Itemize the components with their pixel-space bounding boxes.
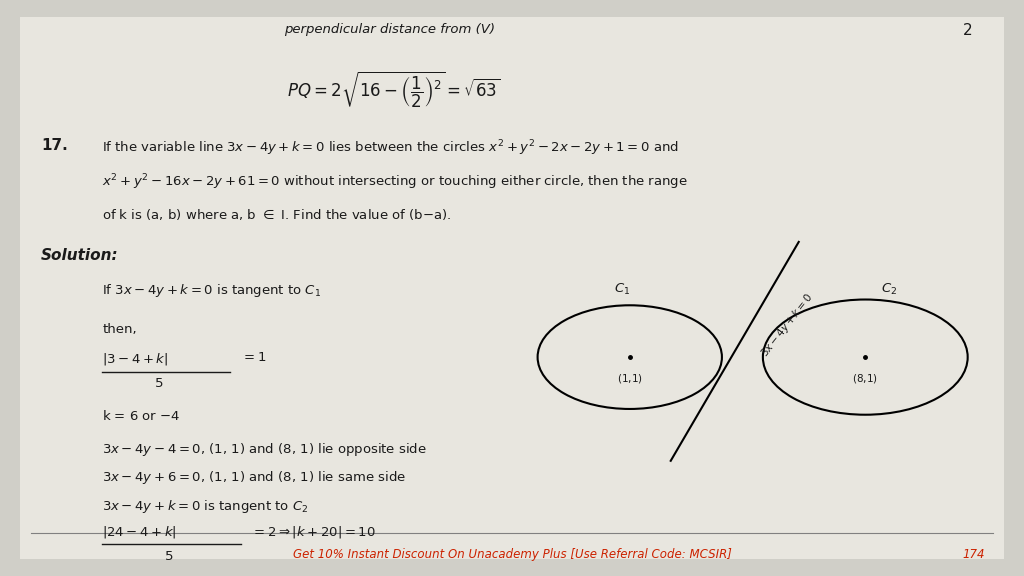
Text: $C_2$: $C_2$ xyxy=(881,282,897,297)
Text: $C_1$: $C_1$ xyxy=(614,282,631,297)
Text: $3x-4y+6=0$, (1, 1) and (8, 1) lie same side: $3x-4y+6=0$, (1, 1) and (8, 1) lie same … xyxy=(102,469,407,487)
Text: $= 2 \Rightarrow |k+20| = 10$: $= 2 \Rightarrow |k+20| = 10$ xyxy=(251,524,376,540)
Text: $PQ = 2\sqrt{16-\left(\dfrac{1}{2}\right)^2} = \sqrt{63}$: $PQ = 2\sqrt{16-\left(\dfrac{1}{2}\right… xyxy=(287,69,501,109)
Text: 2: 2 xyxy=(964,23,973,38)
Text: $(1,\!1)$: $(1,\!1)$ xyxy=(616,372,643,385)
Text: 17.: 17. xyxy=(41,138,68,153)
Text: k = 6 or $-$4: k = 6 or $-$4 xyxy=(102,409,181,423)
Text: of k is (a, b) where a, b $\in$ I. Find the value of (b$-$a).: of k is (a, b) where a, b $\in$ I. Find … xyxy=(102,207,452,222)
Text: then,: then, xyxy=(102,323,137,336)
Text: $3x-4y+k=0$: $3x-4y+k=0$ xyxy=(758,290,816,361)
Text: $= 1$: $= 1$ xyxy=(241,351,266,365)
Text: perpendicular distance from (V): perpendicular distance from (V) xyxy=(284,23,495,36)
Text: Get 10% Instant Discount On Unacademy Plus [Use Referral Code: MCSIR]: Get 10% Instant Discount On Unacademy Pl… xyxy=(293,548,731,560)
Text: $|24-4+k|$: $|24-4+k|$ xyxy=(102,524,177,540)
Text: $(8,\!1)$: $(8,\!1)$ xyxy=(852,372,879,385)
Text: If $3x-4y+k=0$ is tangent to $C_1$: If $3x-4y+k=0$ is tangent to $C_1$ xyxy=(102,282,322,300)
Text: 5: 5 xyxy=(155,377,163,391)
Text: Solution:: Solution: xyxy=(41,248,119,263)
Text: 5: 5 xyxy=(165,550,173,563)
Text: $|3-4+k|$: $|3-4+k|$ xyxy=(102,351,169,367)
Text: If the variable line $3x-4y+k=0$ lies between the circles $x^2+y^2-2x-2y+1=0$ an: If the variable line $3x-4y+k=0$ lies be… xyxy=(102,138,679,158)
Text: 174: 174 xyxy=(963,548,985,560)
Text: $x^2+y^2-16x-2y+61=0$ without intersecting or touching either circle, then the r: $x^2+y^2-16x-2y+61=0$ without intersecti… xyxy=(102,173,688,192)
Text: $3x-4y+k=0$ is tangent to $C_2$: $3x-4y+k=0$ is tangent to $C_2$ xyxy=(102,498,308,516)
FancyBboxPatch shape xyxy=(20,17,1004,559)
Text: $3x-4y-4=0$, (1, 1) and (8, 1) lie opposite side: $3x-4y-4=0$, (1, 1) and (8, 1) lie oppos… xyxy=(102,441,427,458)
